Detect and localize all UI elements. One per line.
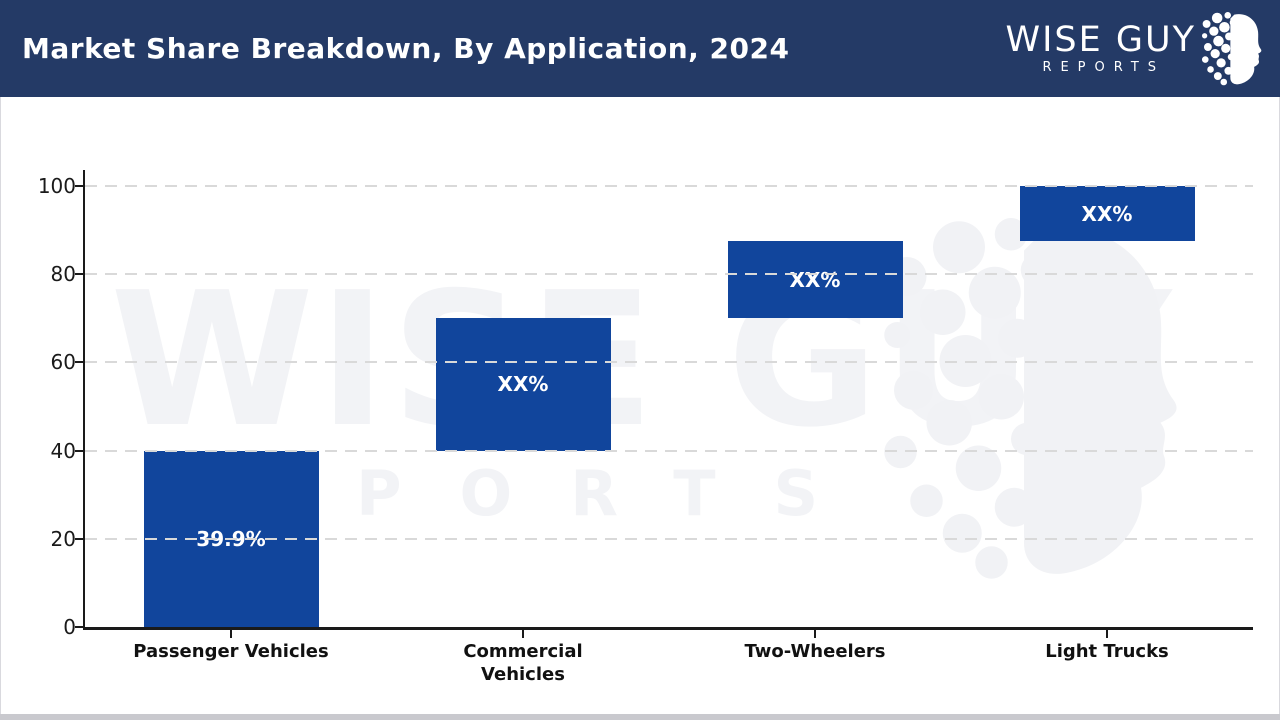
chart-area: 39.9% XX% XX% XX% 0 20 40 60 80 100 Passenger Vehi…: [0, 97, 1280, 720]
watermark-face-icon: [884, 218, 1177, 579]
wise-guy-logo: WISE GUY REPORTS: [1005, 9, 1266, 89]
y-tick-label: 0: [63, 615, 76, 639]
y-tick-mark: [75, 185, 84, 187]
x-tick-mark: [230, 630, 232, 638]
gridline: [85, 273, 1253, 276]
y-tick-label: 40: [50, 438, 76, 463]
y-tick-label: 20: [50, 526, 76, 551]
y-tick-label: 60: [50, 350, 76, 375]
gridline: [85, 537, 1253, 540]
gridline: [85, 449, 1253, 452]
y-tick-mark: [75, 537, 84, 540]
logo-wordmark: WISE GUY REPORTS: [1005, 20, 1196, 75]
x-category-label: Light Trucks: [1045, 641, 1169, 662]
x-category-label: Two-Wheelers: [744, 641, 886, 662]
y-tick-mark: [75, 273, 84, 276]
bar: XX%: [727, 241, 903, 319]
y-tick-mark: [75, 626, 84, 628]
y-tick-label: 100: [37, 174, 76, 198]
bar-value-label: XX%: [1081, 201, 1133, 226]
x-category-label: Passenger Vehicles: [133, 641, 329, 662]
x-tick-mark: [1106, 630, 1108, 638]
logo-wordmark-line1: WISE GUY: [1005, 20, 1196, 60]
y-axis: [83, 170, 85, 630]
bar-value-label: XX%: [497, 372, 549, 397]
gridline: [85, 185, 1253, 187]
logo-wordmark-line2: REPORTS: [1042, 60, 1166, 75]
x-axis: [83, 627, 1253, 630]
header-bar: Market Share Breakdown, By Application, …: [0, 0, 1280, 97]
bar-value-label: XX%: [789, 267, 841, 292]
y-tick-mark: [75, 449, 84, 452]
gridline: [85, 361, 1253, 364]
bottom-border: [0, 714, 1280, 720]
bar: XX%: [435, 318, 611, 451]
page-title: Market Share Breakdown, By Application, …: [22, 32, 790, 65]
y-tick-label: 80: [50, 262, 76, 287]
x-tick-mark: [814, 630, 816, 638]
bar: XX%: [1019, 186, 1195, 242]
logo-face-icon: [1201, 11, 1262, 85]
x-tick-mark: [522, 630, 524, 638]
x-category-label: Commercial Vehicles: [463, 641, 583, 685]
y-tick-mark: [75, 361, 84, 364]
